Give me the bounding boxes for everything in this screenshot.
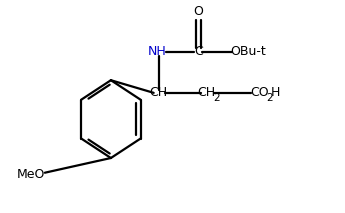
- Text: C: C: [194, 45, 203, 58]
- Text: CH: CH: [198, 86, 216, 99]
- Text: MeO: MeO: [16, 168, 45, 181]
- Text: H: H: [270, 86, 280, 99]
- Text: CO: CO: [250, 86, 269, 99]
- Text: OBu-t: OBu-t: [230, 45, 266, 58]
- Text: NH: NH: [148, 45, 167, 58]
- Text: CH: CH: [150, 86, 168, 99]
- Text: 2: 2: [213, 93, 220, 103]
- Text: O: O: [193, 5, 203, 18]
- Text: 2: 2: [266, 93, 273, 103]
